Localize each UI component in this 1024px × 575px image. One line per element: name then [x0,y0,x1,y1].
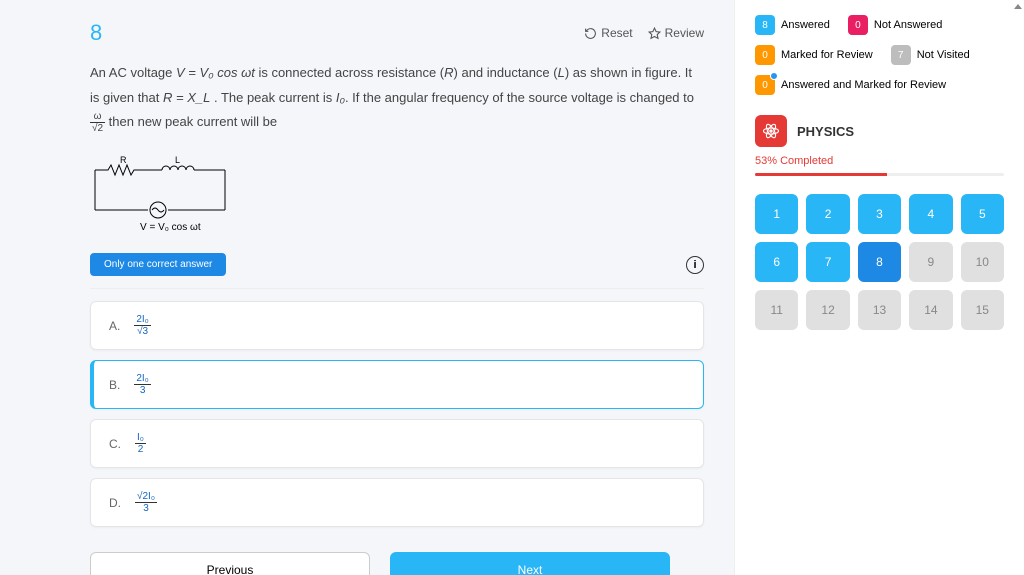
question-text: An AC voltage V = V₀ cos ωt is connected… [90,61,704,135]
question-cell-11[interactable]: 11 [755,290,798,330]
scroll-up-icon[interactable] [1014,4,1022,9]
question-cell-13[interactable]: 13 [858,290,901,330]
question-cell-2[interactable]: 2 [806,194,849,234]
info-icon[interactable]: i [686,256,704,274]
question-cell-12[interactable]: 12 [806,290,849,330]
legend-item: 0Not Answered [848,15,942,35]
circuit-source-label: V = V₀ cos ωt [140,222,704,233]
options-list: A.2I₀√3 B.2I₀3 C.I₀2 D.√2I₀3 [90,301,704,537]
legend-item: 0Marked for Review [755,45,873,65]
question-cell-5[interactable]: 5 [961,194,1004,234]
circuit-diagram: R L V = V₀ cos ωt [90,155,704,233]
previous-button[interactable]: Previous [90,552,370,575]
question-cell-4[interactable]: 4 [909,194,952,234]
question-header: 8 Reset Review [90,20,704,46]
question-cell-7[interactable]: 7 [806,242,849,282]
subject-name: PHYSICS [797,124,854,139]
progress-label: 53% Completed [755,155,1004,167]
question-cell-6[interactable]: 6 [755,242,798,282]
progress-bar [755,173,1004,176]
sidebar: 8Answered 0Not Answered 0Marked for Review… [734,0,1024,575]
svg-text:L: L [175,155,180,165]
review-button[interactable]: Review [648,26,704,40]
question-cell-14[interactable]: 14 [909,290,952,330]
reset-button[interactable]: Reset [584,26,632,40]
question-number: 8 [90,20,102,46]
answer-header: Only one correct answer i [90,253,704,276]
option-B[interactable]: B.2I₀3 [90,360,704,409]
svg-text:R: R [120,155,127,165]
star-icon [648,27,661,40]
next-button[interactable]: Next [390,552,670,575]
question-actions: Reset Review [584,26,704,40]
reset-icon [584,27,597,40]
physics-icon [755,115,787,147]
legend: 8Answered 0Not Answered 0Marked for Review… [755,15,1004,95]
question-cell-1[interactable]: 1 [755,194,798,234]
legend-item: 8Answered [755,15,830,35]
nav-buttons: Previous Next [90,537,704,575]
subject-header: PHYSICS [755,115,1004,147]
question-cell-9[interactable]: 9 [909,242,952,282]
question-cell-15[interactable]: 15 [961,290,1004,330]
legend-item: 7Not Visited [891,45,970,65]
question-grid: 123456789101112131415 [755,194,1004,330]
question-cell-8[interactable]: 8 [858,242,901,282]
question-cell-10[interactable]: 10 [961,242,1004,282]
option-A[interactable]: A.2I₀√3 [90,301,704,350]
question-cell-3[interactable]: 3 [858,194,901,234]
main-panel: 8 Reset Review An AC voltage V = V₀ cos … [0,0,734,575]
legend-item: 0Answered and Marked for Review [755,75,946,95]
answer-type-badge: Only one correct answer [90,253,226,276]
option-C[interactable]: C.I₀2 [90,419,704,468]
option-D[interactable]: D.√2I₀3 [90,478,704,527]
